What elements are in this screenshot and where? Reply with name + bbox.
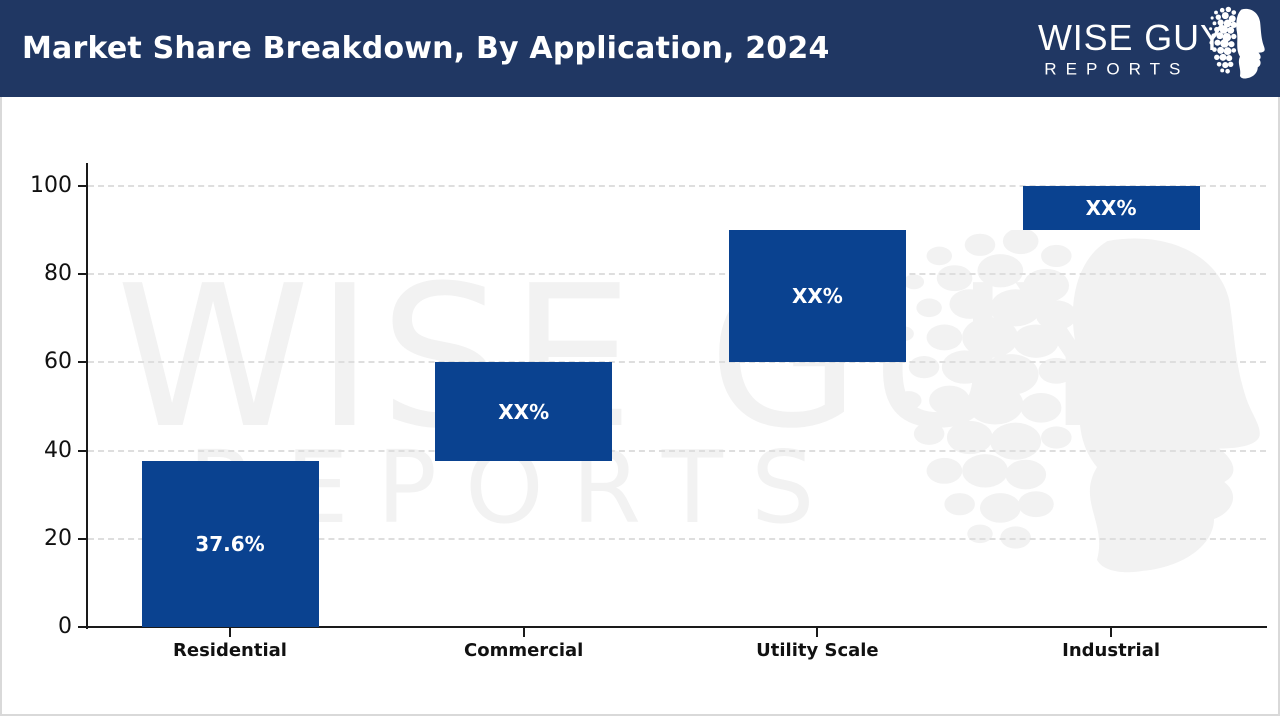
bar-value-label: XX% — [1085, 196, 1137, 221]
y-axis-tick-label: 80 — [44, 261, 72, 287]
y-tick-mark — [78, 185, 88, 187]
x-axis-line — [86, 626, 1267, 628]
page-title: Market Share Breakdown, By Application, … — [22, 31, 830, 66]
y-tick-mark — [78, 361, 88, 364]
header: Market Share Breakdown, By Application, … — [0, 0, 1280, 97]
y-axis-tick-label: 20 — [44, 525, 72, 551]
y-axis-line — [86, 163, 88, 629]
logo-face-icon — [1209, 6, 1265, 79]
wise-guy-reports-logo: WISE GUY REPORTS — [1038, 6, 1265, 79]
x-tick-mark — [1110, 628, 1113, 637]
x-tick-mark — [522, 628, 525, 637]
y-axis-tick-label: 0 — [58, 614, 72, 639]
watermark-face-use — [893, 230, 1260, 573]
logo-reports-text: REPORTS — [1044, 60, 1189, 79]
y-axis-tick-label: 40 — [44, 437, 72, 463]
gridline — [88, 449, 1266, 452]
bar-value-label: XX% — [498, 399, 550, 424]
logo-wordmark: WISE GUY — [1038, 17, 1225, 58]
x-tick-mark — [816, 628, 819, 637]
bar-value-label: 37.6% — [195, 532, 265, 557]
y-tick-mark — [78, 626, 88, 628]
x-axis-category-label: Utility Scale — [756, 640, 879, 661]
x-tick-mark — [229, 628, 231, 637]
y-tick-mark — [78, 537, 88, 540]
y-axis-tick-label: 100 — [30, 173, 72, 198]
bar-residential: 37.6% — [141, 461, 319, 627]
x-axis-category-label: Residential — [173, 640, 287, 661]
bar-value-label: XX% — [791, 284, 843, 309]
gridline — [88, 185, 1266, 187]
y-tick-mark — [78, 273, 88, 276]
gridline — [88, 537, 1266, 540]
bar-industrial: XX% — [1022, 186, 1200, 231]
x-axis-category-label: Commercial — [464, 640, 584, 661]
gridline — [88, 273, 1266, 276]
y-axis-tick-label: 60 — [44, 349, 72, 375]
bar-utility-scale: XX% — [728, 230, 906, 363]
x-axis-category-label: Industrial — [1062, 640, 1161, 661]
y-tick-mark — [78, 449, 88, 452]
bar-commercial: XX% — [435, 362, 613, 462]
gridline — [88, 361, 1266, 364]
